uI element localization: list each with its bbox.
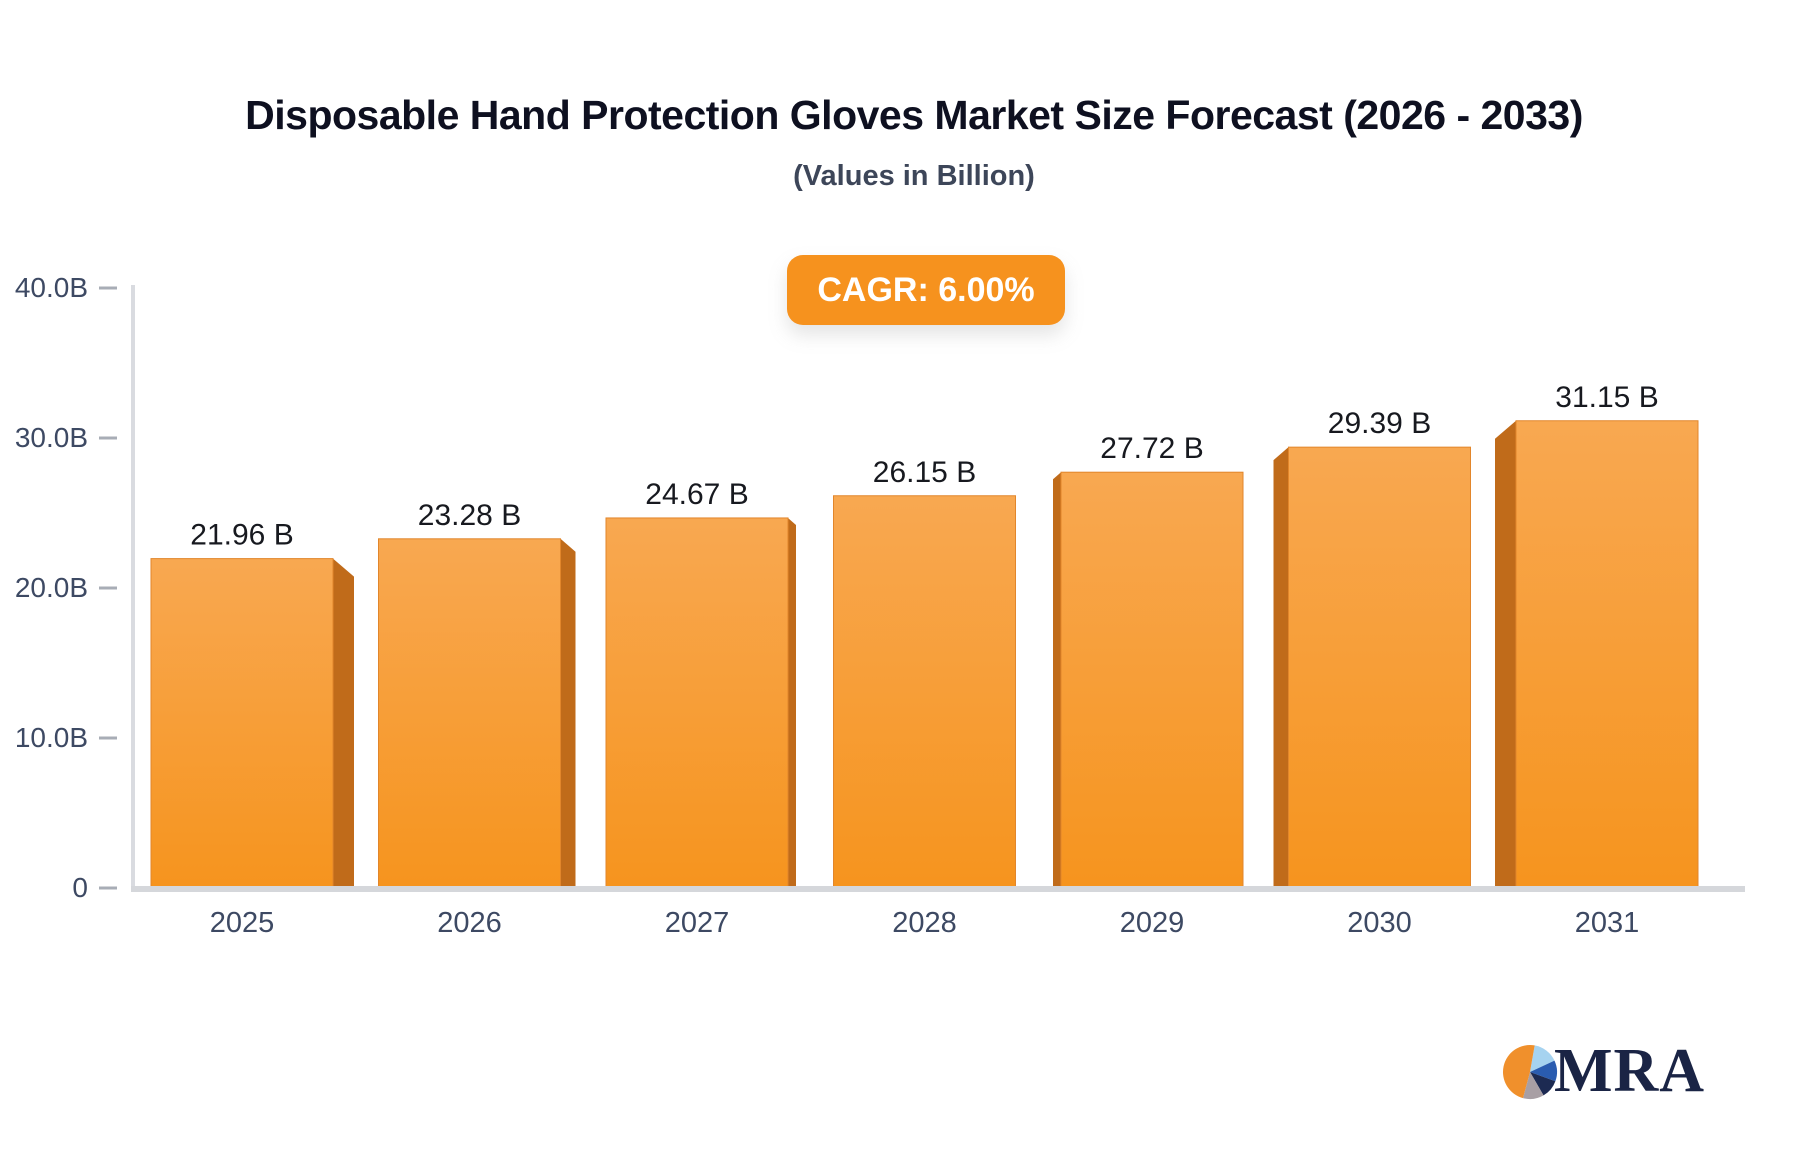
cagr-badge: CAGR: 6.00% [787, 255, 1065, 325]
bar [833, 495, 1016, 889]
bar-side [1053, 472, 1061, 888]
y-tick-label: 20.0B [15, 572, 88, 603]
blue-slice [1530, 1060, 1557, 1082]
chart-subtitle: (Values in Billion) [793, 160, 1035, 192]
logo-pie-icon [1502, 1044, 1557, 1099]
bar-value-label: 23.28 B [418, 499, 521, 532]
navy-slice [1530, 1072, 1556, 1096]
bar-side [1273, 447, 1289, 888]
y-tick-label: 40.0B [15, 272, 88, 303]
bar-side [333, 558, 354, 888]
y-tick-label: 10.0B [15, 722, 88, 753]
x-category-label: 2028 [892, 907, 957, 939]
x-category-label: 2026 [437, 907, 502, 939]
bar-value-label: 29.39 B [1328, 407, 1431, 440]
bar-side [1495, 420, 1516, 888]
bar-value-label: 24.67 B [645, 478, 748, 511]
logo-text: MRA [1554, 1037, 1706, 1105]
gray-slice [1523, 1072, 1544, 1099]
bar [1060, 471, 1244, 889]
bar [150, 558, 334, 889]
bar [1515, 420, 1699, 889]
brand-logo: MRA [1502, 1036, 1762, 1106]
x-category-label: 2027 [665, 907, 730, 939]
chart-title: Disposable Hand Protection Gloves Market… [245, 92, 1583, 138]
bar-value-label: 21.96 B [190, 519, 293, 552]
y-tick-label: 0 [72, 872, 88, 903]
y-tick-label: 30.0B [15, 422, 88, 453]
bar [605, 517, 789, 889]
bar-side [788, 517, 796, 888]
bar-value-label: 27.72 B [1100, 432, 1203, 465]
bar-value-label: 31.15 B [1555, 381, 1658, 414]
orange-slice [1502, 1044, 1535, 1099]
bar [1288, 446, 1471, 889]
bar-side [560, 538, 576, 888]
x-category-label: 2025 [210, 907, 275, 939]
x-category-label: 2030 [1347, 907, 1412, 939]
x-category-label: 2031 [1575, 907, 1640, 939]
bar-value-label: 26.15 B [873, 456, 976, 489]
x-category-label: 2029 [1120, 907, 1185, 939]
bar [378, 538, 561, 889]
light-blue-slice [1530, 1045, 1555, 1072]
